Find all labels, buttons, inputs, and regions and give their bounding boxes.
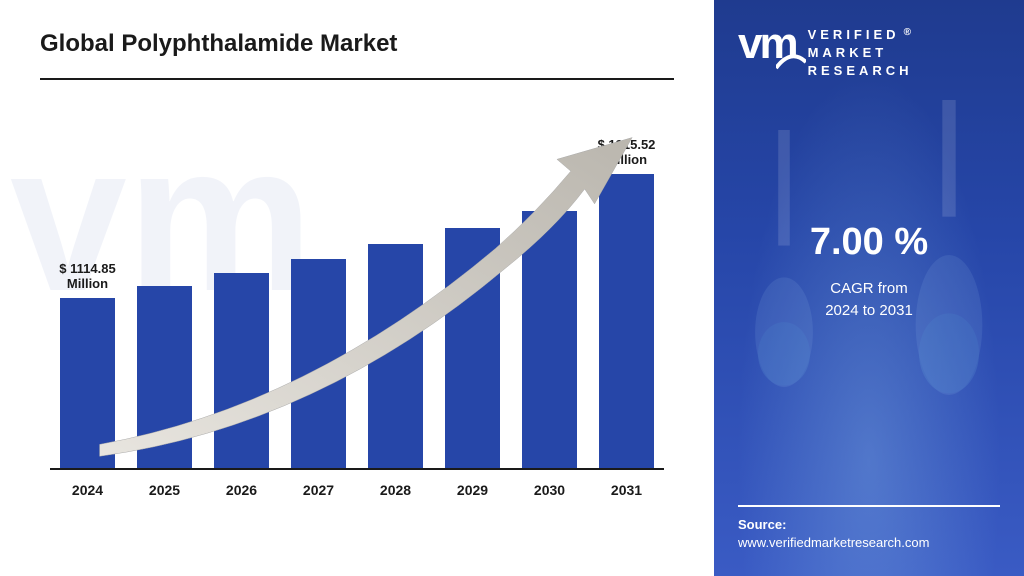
bar-rect — [291, 259, 346, 470]
x-axis-labels: 2024 2025 2026 2027 2028 2029 2030 2031 — [40, 474, 674, 510]
logo-text: VERIFIED® MARKET RESEARCH — [808, 26, 915, 81]
logo-mark: vm — [738, 26, 796, 63]
bar-rect — [60, 298, 115, 470]
title-divider — [40, 78, 674, 80]
x-axis-label: 2030 — [522, 474, 577, 510]
start-value-label: $ 1114.85Million — [28, 261, 148, 292]
bar-column: $ 1114.85Million — [60, 298, 115, 470]
x-axis-label: 2031 — [599, 474, 654, 510]
x-axis-label: 2028 — [368, 474, 423, 510]
chart-panel: vm Global Polyphthalamide Market $ 1114.… — [0, 0, 714, 576]
bar-rect — [522, 211, 577, 470]
source-label: Source: — [738, 517, 1000, 532]
cagr-caption: CAGR from 2024 to 2031 — [738, 278, 1000, 323]
bar-rect — [445, 228, 500, 470]
x-axis-label: 2029 — [445, 474, 500, 510]
end-value-label: $ 1915.52Million — [567, 137, 687, 168]
bar-rect — [368, 244, 423, 470]
page-title: Global Polyphthalamide Market — [40, 30, 674, 58]
x-axis-line — [50, 468, 664, 470]
bar-rect — [599, 174, 654, 470]
bar-column — [214, 273, 269, 470]
x-axis-label: 2026 — [214, 474, 269, 510]
brand-logo: vm VERIFIED® MARKET RESEARCH — [738, 26, 1000, 81]
bar-column — [522, 211, 577, 470]
source-block: Source: www.verifiedmarketresearch.com — [738, 505, 1000, 550]
bar-chart: $ 1114.85Million$ 1915.52Million 2024202… — [40, 90, 674, 510]
bar-column — [137, 286, 192, 470]
bar-column — [368, 244, 423, 470]
bar-column — [445, 228, 500, 470]
bar-rect — [137, 286, 192, 470]
bar-column: $ 1915.52Million — [599, 174, 654, 470]
x-axis-label: 2025 — [137, 474, 192, 510]
stats-content: vm VERIFIED® MARKET RESEARCH 7.00 % CAGR… — [714, 0, 1024, 576]
infographic-container: vm Global Polyphthalamide Market $ 1114.… — [0, 0, 1024, 576]
logo-swoosh-icon — [776, 54, 806, 70]
cagr-percentage: 7.00 % — [738, 221, 1000, 264]
stats-panel: vm VERIFIED® MARKET RESEARCH 7.00 % CAGR… — [714, 0, 1024, 576]
bar-column — [291, 259, 346, 470]
source-divider — [738, 505, 1000, 507]
bar-rect — [214, 273, 269, 470]
x-axis-label: 2027 — [291, 474, 346, 510]
bars-group: $ 1114.85Million $ 1915.52Million — [40, 90, 674, 470]
x-axis-label: 2024 — [60, 474, 115, 510]
source-url: www.verifiedmarketresearch.com — [738, 535, 1000, 550]
